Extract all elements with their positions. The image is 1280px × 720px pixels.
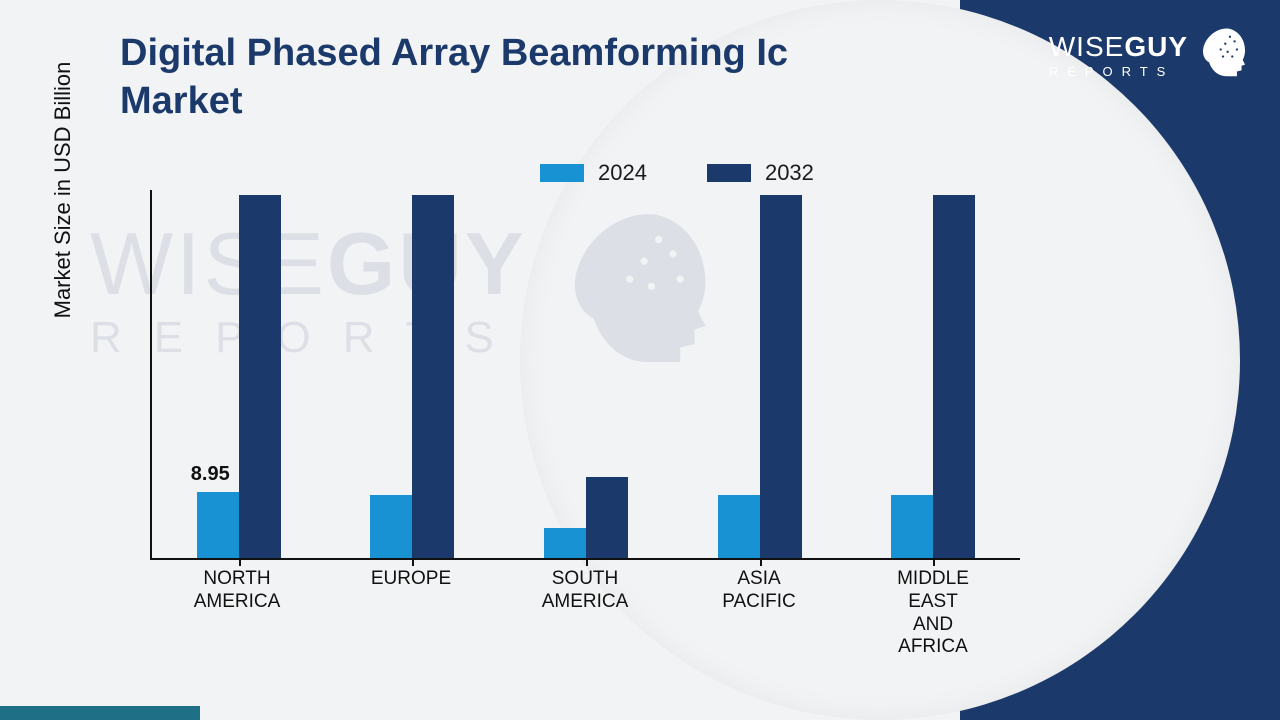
plot-area: 8.95 bbox=[150, 190, 1020, 560]
head-profile-icon bbox=[1194, 24, 1252, 87]
bar-2024 bbox=[197, 492, 239, 558]
legend-swatch bbox=[707, 164, 751, 182]
bar-chart: Market Size in USD Billion 8.95 NORTHAME… bbox=[60, 190, 1020, 630]
legend-label: 2024 bbox=[598, 160, 647, 186]
bar-group bbox=[326, 190, 500, 558]
bar-2032 bbox=[239, 195, 281, 558]
bar-2024 bbox=[544, 528, 586, 558]
y-axis-label: Market Size in USD Billion bbox=[50, 0, 76, 390]
x-axis-label: NORTHAMERICA bbox=[150, 562, 324, 659]
x-axis-label: ASIAPACIFIC bbox=[672, 562, 846, 659]
bottom-accent-bar bbox=[0, 706, 200, 720]
bar-group bbox=[846, 190, 1020, 558]
bar-2024 bbox=[891, 495, 933, 558]
bar-2032 bbox=[412, 195, 454, 558]
bar-group: 8.95 bbox=[152, 190, 326, 558]
x-axis-label: EUROPE bbox=[324, 562, 498, 659]
legend-item-2024: 2024 bbox=[540, 160, 647, 186]
x-axis: NORTHAMERICAEUROPESOUTHAMERICAASIAPACIFI… bbox=[150, 562, 1020, 659]
bar-2024 bbox=[718, 495, 760, 558]
bar-group bbox=[673, 190, 847, 558]
x-axis-label: MIDDLEEASTANDAFRICA bbox=[846, 562, 1020, 659]
brand-logo: WISEGUY REPORTS bbox=[1049, 24, 1252, 87]
legend-label: 2032 bbox=[765, 160, 814, 186]
chart-title: Digital Phased Array Beamforming Ic Mark… bbox=[120, 30, 860, 125]
bar-group bbox=[499, 190, 673, 558]
bar-value-label: 8.95 bbox=[191, 463, 230, 486]
legend-swatch bbox=[540, 164, 584, 182]
bar-2032 bbox=[933, 195, 975, 558]
legend: 2024 2032 bbox=[540, 160, 814, 186]
legend-item-2032: 2032 bbox=[707, 160, 814, 186]
bar-2032 bbox=[760, 195, 802, 558]
bar-2032 bbox=[586, 477, 628, 558]
x-axis-label: SOUTHAMERICA bbox=[498, 562, 672, 659]
bar-2024 bbox=[370, 495, 412, 558]
